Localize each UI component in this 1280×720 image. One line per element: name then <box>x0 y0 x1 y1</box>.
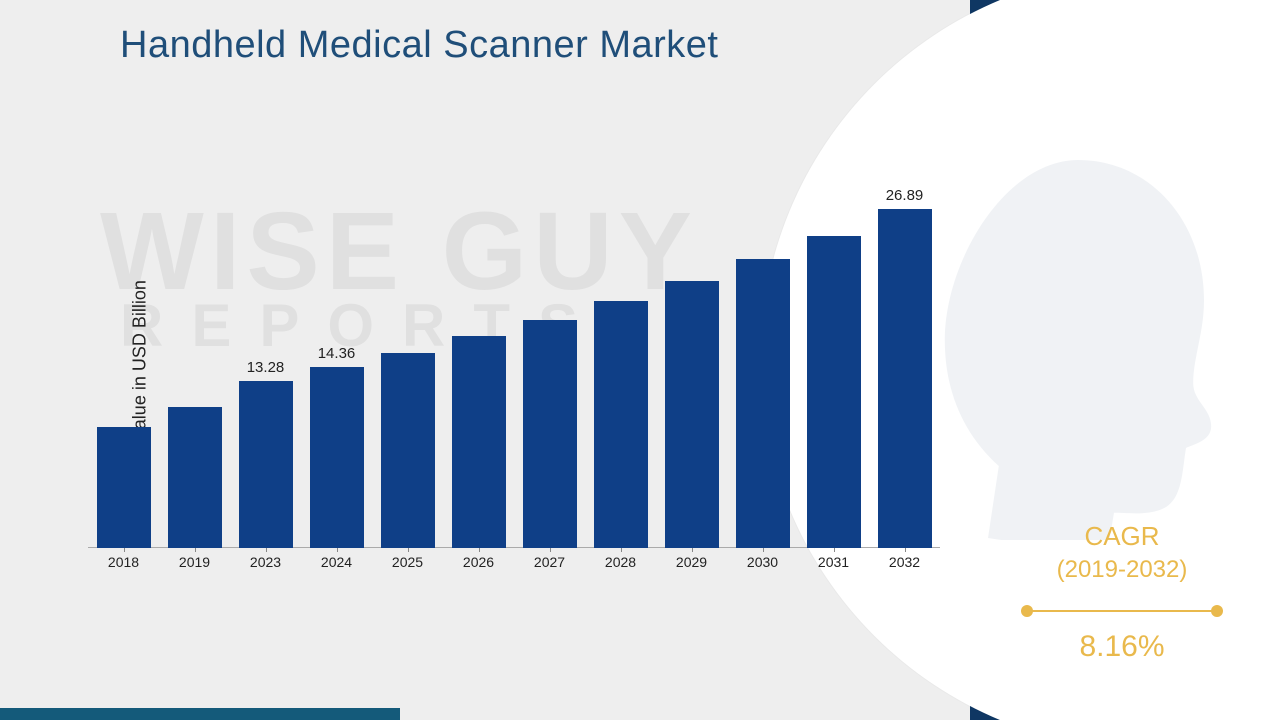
bar <box>594 301 648 548</box>
brand-head-icon <box>1132 42 1252 162</box>
bar-slot: 14.36 <box>301 367 372 548</box>
bars-container: 13.28 14.36 26.89 <box>88 170 940 548</box>
bottom-accent-bar <box>0 708 400 720</box>
x-tick-mark <box>763 548 764 552</box>
x-tick-label: 2030 <box>727 554 798 570</box>
bar-slot <box>372 353 443 548</box>
bar <box>665 281 719 548</box>
x-tick-mark <box>479 548 480 552</box>
bar: 14.36 <box>310 367 364 548</box>
bar-slot <box>727 259 798 548</box>
bar <box>97 427 151 548</box>
bar: 26.89 <box>878 209 932 548</box>
x-tick-label: 2031 <box>798 554 869 570</box>
bar-slot <box>443 336 514 548</box>
brand-logo: WISE GUY R E P O R T S <box>1016 24 1252 78</box>
bar-slot <box>585 301 656 548</box>
x-tick-label: 2019 <box>159 554 230 570</box>
cagr-label: CAGR <box>992 521 1252 552</box>
bar-slot <box>88 427 159 548</box>
bar-value-label: 14.36 <box>310 345 364 362</box>
x-tick-mark <box>195 548 196 552</box>
x-tick-mark <box>337 548 338 552</box>
x-tick-mark <box>621 548 622 552</box>
x-axis-ticks: 2018201920232024202520262027202820292030… <box>88 554 940 570</box>
x-tick-mark <box>408 548 409 552</box>
x-tick-mark <box>266 548 267 552</box>
x-tick-label: 2018 <box>88 554 159 570</box>
x-tick-mark <box>550 548 551 552</box>
x-tick-mark <box>124 548 125 552</box>
x-tick-label: 2026 <box>443 554 514 570</box>
bar-slot <box>656 281 727 548</box>
cagr-value: 8.16% <box>992 630 1252 664</box>
page-title: Handheld Medical Scanner Market <box>120 24 718 67</box>
bar-slot: 13.28 <box>230 381 301 548</box>
bar <box>523 320 577 548</box>
bar-slot: 26.89 <box>869 209 940 548</box>
cagr-block: CAGR (2019-2032) 8.16% <box>992 521 1252 664</box>
bar-slot <box>159 407 230 548</box>
x-tick-label: 2027 <box>514 554 585 570</box>
x-tick-label: 2023 <box>230 554 301 570</box>
bar <box>168 407 222 548</box>
bar-chart: Market Value in USD Billion 13.2814.3626… <box>40 170 940 610</box>
bar <box>452 336 506 548</box>
x-tick-label: 2032 <box>869 554 940 570</box>
bar-slot <box>798 236 869 548</box>
x-tick-label: 2028 <box>585 554 656 570</box>
bar-value-label: 26.89 <box>878 187 932 204</box>
page-root: WISE GUY REPORTS Handheld Medical Scanne… <box>0 0 1280 720</box>
x-tick-label: 2024 <box>301 554 372 570</box>
bar <box>381 353 435 548</box>
x-tick-label: 2025 <box>372 554 443 570</box>
x-tick-mark <box>692 548 693 552</box>
bar-value-label: 13.28 <box>239 359 293 376</box>
cagr-divider <box>1027 610 1217 612</box>
x-tick-mark <box>905 548 906 552</box>
bar-slot <box>514 320 585 548</box>
bar: 13.28 <box>239 381 293 548</box>
cagr-range: (2019-2032) <box>992 556 1252 584</box>
x-tick-mark <box>834 548 835 552</box>
x-tick-label: 2029 <box>656 554 727 570</box>
plot-area: 13.28 14.36 26.89 201820192023202420252026… <box>88 170 940 570</box>
bar <box>736 259 790 548</box>
bar <box>807 236 861 548</box>
